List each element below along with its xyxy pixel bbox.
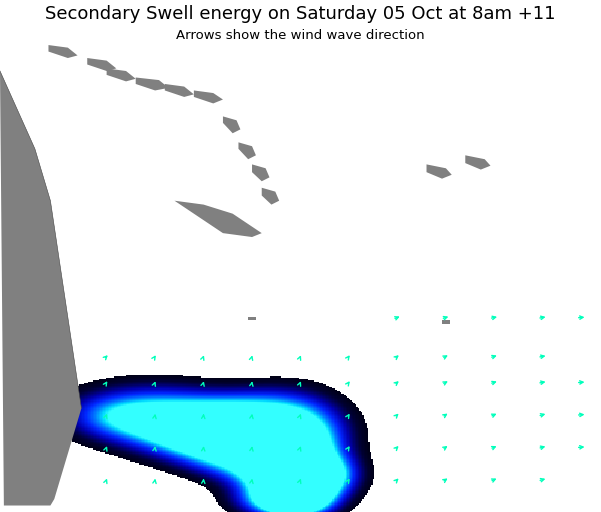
Polygon shape — [442, 320, 450, 324]
Polygon shape — [136, 77, 169, 91]
Text: Secondary Swell energy on Saturday 05 Oct at 8am +11: Secondary Swell energy on Saturday 05 Oc… — [45, 5, 556, 23]
Polygon shape — [165, 84, 194, 97]
Polygon shape — [106, 69, 136, 81]
Polygon shape — [248, 317, 256, 320]
Polygon shape — [174, 201, 261, 237]
Polygon shape — [87, 58, 117, 71]
Polygon shape — [252, 164, 269, 181]
Polygon shape — [427, 164, 452, 179]
Polygon shape — [194, 91, 223, 103]
Text: Arrows show the wind wave direction: Arrows show the wind wave direction — [176, 29, 425, 41]
Polygon shape — [49, 45, 78, 58]
Polygon shape — [223, 116, 240, 133]
Polygon shape — [0, 45, 81, 512]
Polygon shape — [261, 188, 279, 205]
Polygon shape — [239, 142, 256, 159]
Polygon shape — [465, 155, 490, 169]
